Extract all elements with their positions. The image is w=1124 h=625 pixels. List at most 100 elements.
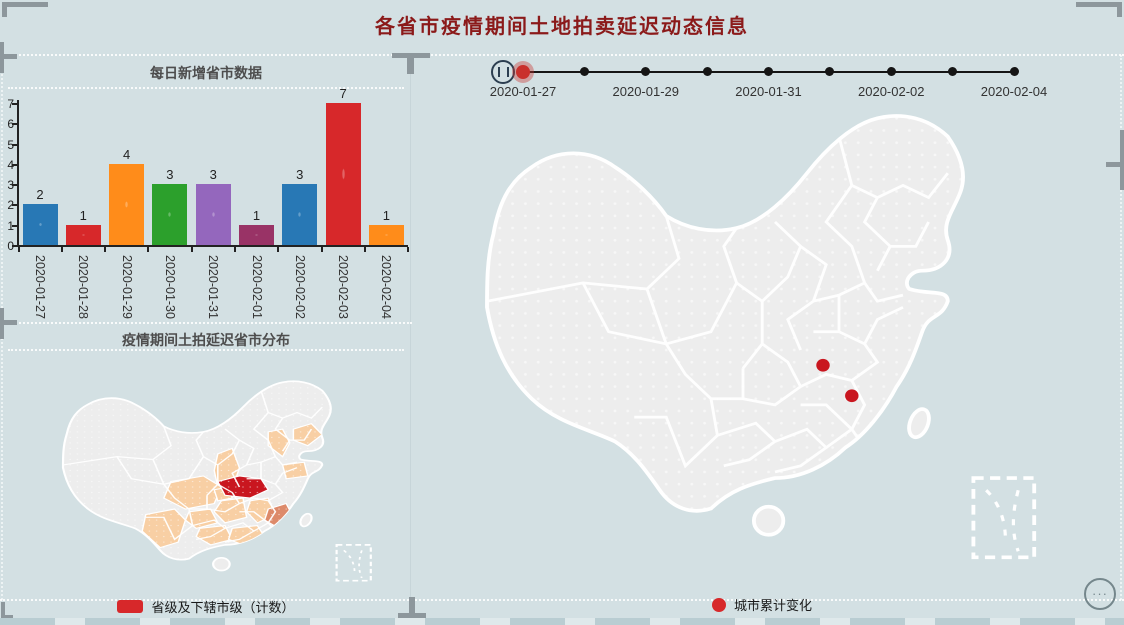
bar-value-label: 4 [122,146,131,162]
main-legend-swatch [711,597,726,612]
panel-boundary-right-edge [1120,55,1122,600]
splitter-handle-left-top[interactable] [0,54,17,59]
resize-handle-top-left[interactable] [2,2,48,7]
bottom-scroll-strip[interactable] [0,618,1124,625]
resize-handle-top-left[interactable] [2,2,7,17]
y-tick [12,224,17,227]
more-button[interactable]: ··· [1084,578,1116,610]
splitter-handle-top-center[interactable] [407,56,414,74]
y-tick [12,123,17,126]
x-tick [320,247,323,252]
resize-handle-bottom-left[interactable] [1,615,13,619]
y-axis [17,100,19,247]
timeline-dot-2020-01-27[interactable] [516,65,530,79]
x-tick [190,247,193,252]
bar-2020-01-28[interactable] [65,224,101,245]
bar-value-label: 3 [209,167,217,183]
timeline-label: 2020-01-27 [489,84,557,99]
x-axis-label: 2020-01-27 [33,255,47,319]
bar-2020-01-27[interactable] [22,204,58,245]
distribution-china-map[interactable] [45,374,405,600]
nine-dash-line [343,549,363,579]
bar-value-label: 3 [296,167,304,183]
pause-button[interactable] [491,60,515,84]
timeline-dot-2020-01-29[interactable] [641,67,651,76]
bar-value-label: 1 [382,207,390,223]
timeline-label: 2020-02-02 [858,84,925,99]
x-tick [60,247,63,252]
x-tick [17,247,20,252]
timeline-dot-2020-02-01[interactable] [825,67,835,76]
timeline-dot-2020-01-28[interactable] [579,67,589,76]
resize-handle-bottom-left[interactable] [1,602,5,620]
city-point[interactable] [816,358,830,372]
x-axis-label: 2020-01-30 [162,255,177,319]
bar-2020-02-04[interactable] [368,224,404,245]
resize-handle-top-right[interactable] [1076,2,1122,7]
land-dot-texture [63,381,331,560]
x-axis-label: 2020-02-02 [292,255,307,319]
timeline-dot-2020-02-02[interactable] [886,67,896,76]
bar-value-label: 2 [36,187,44,203]
bar-2020-02-02[interactable] [282,184,318,245]
timeline-dot-2020-01-30[interactable] [702,67,712,76]
x-tick [104,247,107,252]
splitter-handle-top-center[interactable] [392,53,430,58]
splitter-handle-right[interactable] [1120,130,1124,190]
panel-boundary-top [0,54,1124,56]
splitter-handle-bottom-center[interactable] [409,597,415,617]
timeline-dot-2020-01-31[interactable] [764,67,773,76]
timeline-dot-2020-02-03[interactable] [948,67,958,76]
dist-legend[interactable]: 省级及下辖市级（计数） [0,597,412,616]
bar-2020-01-29[interactable] [109,163,145,245]
dist-legend-label: 省级及下辖市级（计数） [151,600,295,615]
splitter-handle-left-mid[interactable] [0,320,17,325]
bar-2020-01-31[interactable] [195,184,231,245]
x-tick [363,247,366,252]
timeline-label: 2020-01-31 [735,84,802,99]
x-axis-label: 2020-01-31 [206,255,221,319]
daily-chart-title: 每日新增省市数据 [150,65,262,81]
x-axis-label: 2020-01-28 [76,255,91,319]
y-tick [12,204,17,207]
bar-value-label: 3 [166,167,174,183]
main-map-legend[interactable]: 城市累计变化 [412,595,1112,614]
bar-2020-02-01[interactable] [239,224,274,245]
page-title: 各省市疫情期间土地拍卖延迟动态信息 [375,16,749,38]
bar-2020-01-30[interactable] [152,184,188,245]
x-axis-label: 2020-02-01 [249,255,264,319]
x-axis-label: 2020-02-03 [336,255,351,319]
pause-icon [497,67,509,77]
splitter-handle-bottom-center[interactable] [398,613,426,618]
panel-boundary-daily-title [8,87,404,89]
y-tick [12,143,17,146]
city-cumulative-points[interactable] [816,358,859,403]
x-tick [407,247,410,252]
nine-dash-line [985,489,1020,552]
hainan-island [212,557,231,572]
panel-boundary-bottom [0,599,1124,601]
dist-legend-swatch [117,600,144,613]
y-tick [12,163,17,166]
hainan-island [751,504,786,537]
main-legend-label: 城市累计变化 [733,598,812,613]
bar-2020-02-03[interactable] [325,102,361,245]
land-dot-texture [487,116,964,511]
x-axis [17,245,408,247]
x-axis-label: 2020-01-29 [119,255,134,319]
timeline-dot-2020-02-04[interactable] [1009,67,1019,76]
splitter-handle-right[interactable] [1106,162,1124,167]
y-tick [12,102,17,105]
panel-boundary-mid-left [0,322,412,324]
city-point[interactable] [845,389,859,403]
dist-map-title: 疫情期间土拍延迟省市分布 [122,332,290,348]
x-tick [277,247,280,252]
timeline-label: 2020-02-04 [980,84,1048,99]
resize-handle-top-right[interactable] [1117,2,1122,17]
bar-value-label: 1 [79,207,87,223]
taiwan-island [907,407,931,440]
main-china-map[interactable] [455,100,1095,600]
y-tick [12,184,17,187]
bar-value-label: 1 [252,207,261,223]
